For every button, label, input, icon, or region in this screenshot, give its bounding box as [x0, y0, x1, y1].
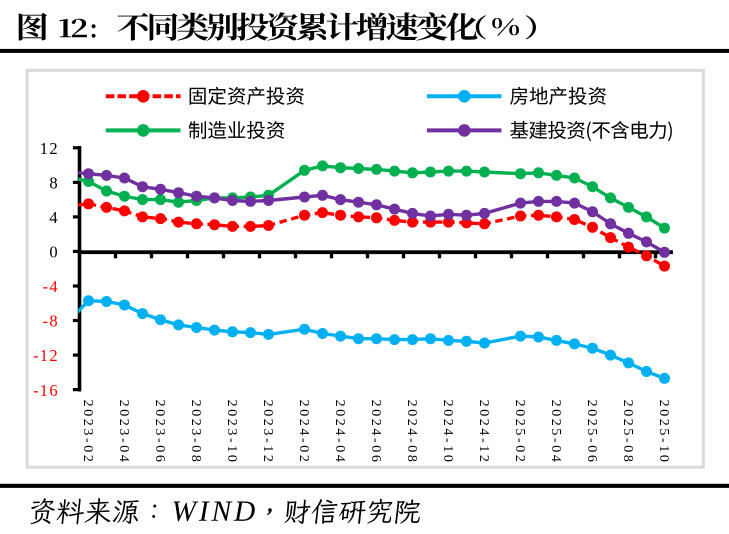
- svg-text:-4: -4: [43, 277, 59, 296]
- svg-text:2023-02: 2023-02: [80, 400, 95, 465]
- svg-text:2024-08: 2024-08: [404, 400, 419, 465]
- svg-text:2024-06: 2024-06: [368, 400, 383, 465]
- svg-text:-12: -12: [33, 346, 59, 365]
- svg-text:2023-06: 2023-06: [152, 400, 167, 465]
- svg-text:2023-12: 2023-12: [260, 400, 275, 465]
- svg-text:2025-06: 2025-06: [584, 400, 599, 465]
- svg-text:2024-04: 2024-04: [332, 400, 347, 465]
- svg-text:2023-10: 2023-10: [224, 400, 239, 465]
- svg-text:8: 8: [49, 173, 59, 192]
- svg-text:12: 12: [40, 139, 59, 158]
- svg-text:-8: -8: [43, 312, 59, 331]
- svg-text:2023-08: 2023-08: [188, 400, 203, 465]
- svg-text:-16: -16: [33, 381, 59, 400]
- svg-text:2024-12: 2024-12: [476, 400, 491, 465]
- svg-text:2025-10: 2025-10: [656, 400, 671, 465]
- svg-text:2024-10: 2024-10: [440, 400, 455, 465]
- svg-text:4: 4: [49, 208, 59, 227]
- svg-text:2025-02: 2025-02: [512, 400, 527, 465]
- svg-text:2023-04: 2023-04: [116, 400, 131, 465]
- svg-text:0: 0: [49, 243, 59, 262]
- svg-text:2025-08: 2025-08: [620, 400, 635, 465]
- svg-text:2024-02: 2024-02: [296, 400, 311, 465]
- svg-text:2025-04: 2025-04: [548, 400, 563, 465]
